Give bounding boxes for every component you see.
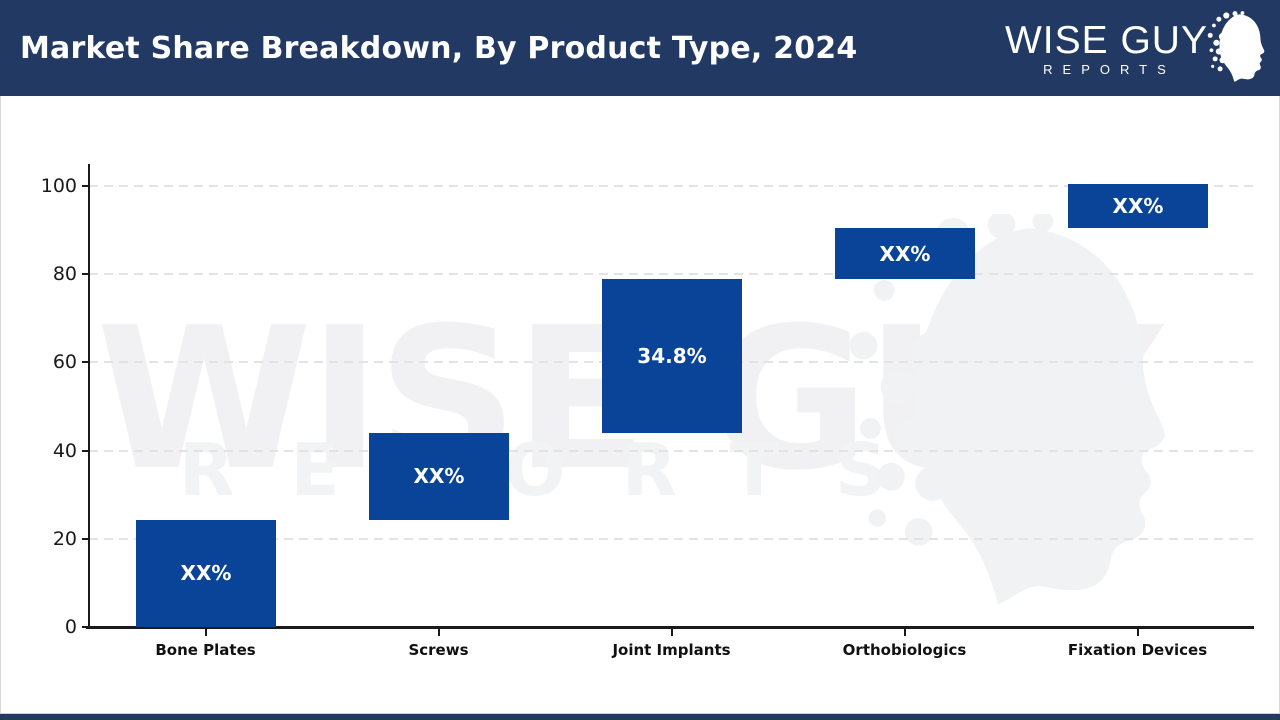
- x-axis-category-label: Joint Implants: [612, 641, 731, 659]
- y-axis-tick-label: 20: [52, 527, 77, 550]
- x-axis-tick: [437, 629, 440, 636]
- y-axis-tick: [82, 626, 89, 628]
- gridline: [89, 537, 1254, 540]
- header: Market Share Breakdown, By Product Type,…: [0, 0, 1280, 96]
- y-axis-tick-label: 60: [52, 351, 77, 374]
- x-axis-tick: [903, 629, 906, 636]
- gridline: [89, 273, 1254, 276]
- wiseguy-face-icon: [1204, 9, 1266, 89]
- gridline: [89, 449, 1254, 452]
- wiseguy-logo: WISE GUY REPORTS: [1005, 6, 1266, 92]
- bar-value-label: XX%: [180, 561, 232, 586]
- gridline: [89, 185, 1254, 188]
- x-axis-category-label: Fixation Devices: [1067, 641, 1208, 659]
- x-axis-category-label: Bone Plates: [155, 641, 256, 659]
- y-axis-line: [88, 164, 90, 629]
- y-axis-tick: [82, 449, 89, 452]
- logo-text: WISE GUY REPORTS: [1004, 18, 1208, 78]
- bar-joint-implants: 34.8%: [602, 279, 742, 433]
- y-axis-tick-label: 0: [64, 616, 77, 638]
- bar-screws: XX%: [369, 432, 509, 520]
- y-axis-tick: [82, 185, 89, 188]
- y-axis-tick: [82, 537, 89, 540]
- bar-value-label: 34.8%: [637, 343, 707, 368]
- x-axis-tick: [204, 629, 207, 636]
- bar-value-label: XX%: [879, 241, 931, 266]
- x-axis-category-label: Screws: [408, 641, 469, 659]
- x-axis-category-label: Orthobiologics: [842, 641, 967, 659]
- logo-subtitle: REPORTS: [1043, 62, 1176, 78]
- bar-value-label: XX%: [1112, 194, 1164, 219]
- bar-fixation-devices: XX%: [1068, 183, 1208, 229]
- footer-bar: [0, 713, 1280, 720]
- y-axis-tick-label: 80: [52, 263, 77, 286]
- logo-wordmark: WISE GUY: [1004, 18, 1208, 62]
- x-axis-line: [86, 626, 1254, 629]
- x-axis-tick: [670, 629, 673, 636]
- watermark-subtitle: REPORTS: [179, 428, 943, 512]
- bar-bone-plates: XX%: [136, 519, 276, 627]
- waterfall-chart: 0 20 40 60 80 100 XX% Bone Plates XX% Screws 34.8%…: [1, 96, 1280, 713]
- y-axis-tick-label: 100: [40, 175, 77, 198]
- bar-value-label: XX%: [413, 464, 465, 489]
- y-axis-tick: [82, 273, 89, 276]
- bar-orthobiologics: XX%: [835, 228, 975, 280]
- y-axis-tick: [82, 361, 89, 364]
- y-axis-tick-label: 40: [52, 439, 77, 462]
- page-title: Market Share Breakdown, By Product Type,…: [20, 30, 858, 66]
- x-axis-tick: [1136, 629, 1139, 636]
